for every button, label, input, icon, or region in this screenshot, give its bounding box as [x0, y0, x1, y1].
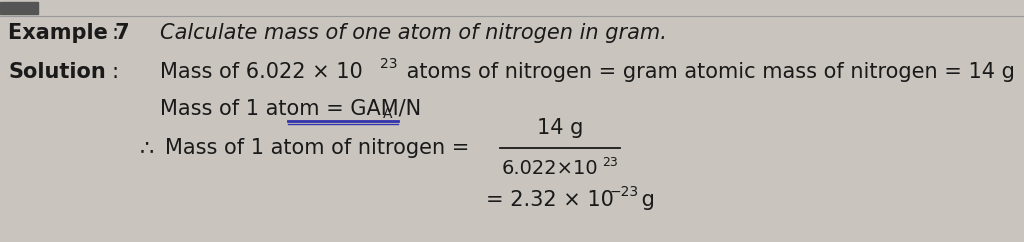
Text: 6.022×10: 6.022×10 — [502, 159, 598, 177]
Text: ∴: ∴ — [140, 138, 155, 158]
Text: :: : — [112, 23, 119, 43]
Text: 23: 23 — [380, 57, 397, 71]
Text: Calculate mass of one atom of nitrogen in gram.: Calculate mass of one atom of nitrogen i… — [160, 23, 667, 43]
Bar — [0, 2, 38, 14]
Text: atoms of nitrogen = gram atomic mass of nitrogen = 14 g: atoms of nitrogen = gram atomic mass of … — [400, 62, 1015, 82]
Text: 14 g: 14 g — [537, 118, 584, 138]
Text: −23: −23 — [610, 185, 639, 199]
Text: A: A — [383, 107, 392, 121]
Text: :: : — [112, 62, 119, 82]
Text: = 2.32 × 10: = 2.32 × 10 — [486, 190, 614, 210]
Text: 23: 23 — [602, 156, 617, 168]
Text: g: g — [635, 190, 655, 210]
Text: Solution: Solution — [8, 62, 105, 82]
Text: Mass of 6.022 × 10: Mass of 6.022 × 10 — [160, 62, 362, 82]
Text: Mass of 1 atom of nitrogen =: Mass of 1 atom of nitrogen = — [165, 138, 469, 158]
Text: Example 7: Example 7 — [8, 23, 130, 43]
Text: Mass of 1 atom = GAM/N: Mass of 1 atom = GAM/N — [160, 98, 421, 118]
